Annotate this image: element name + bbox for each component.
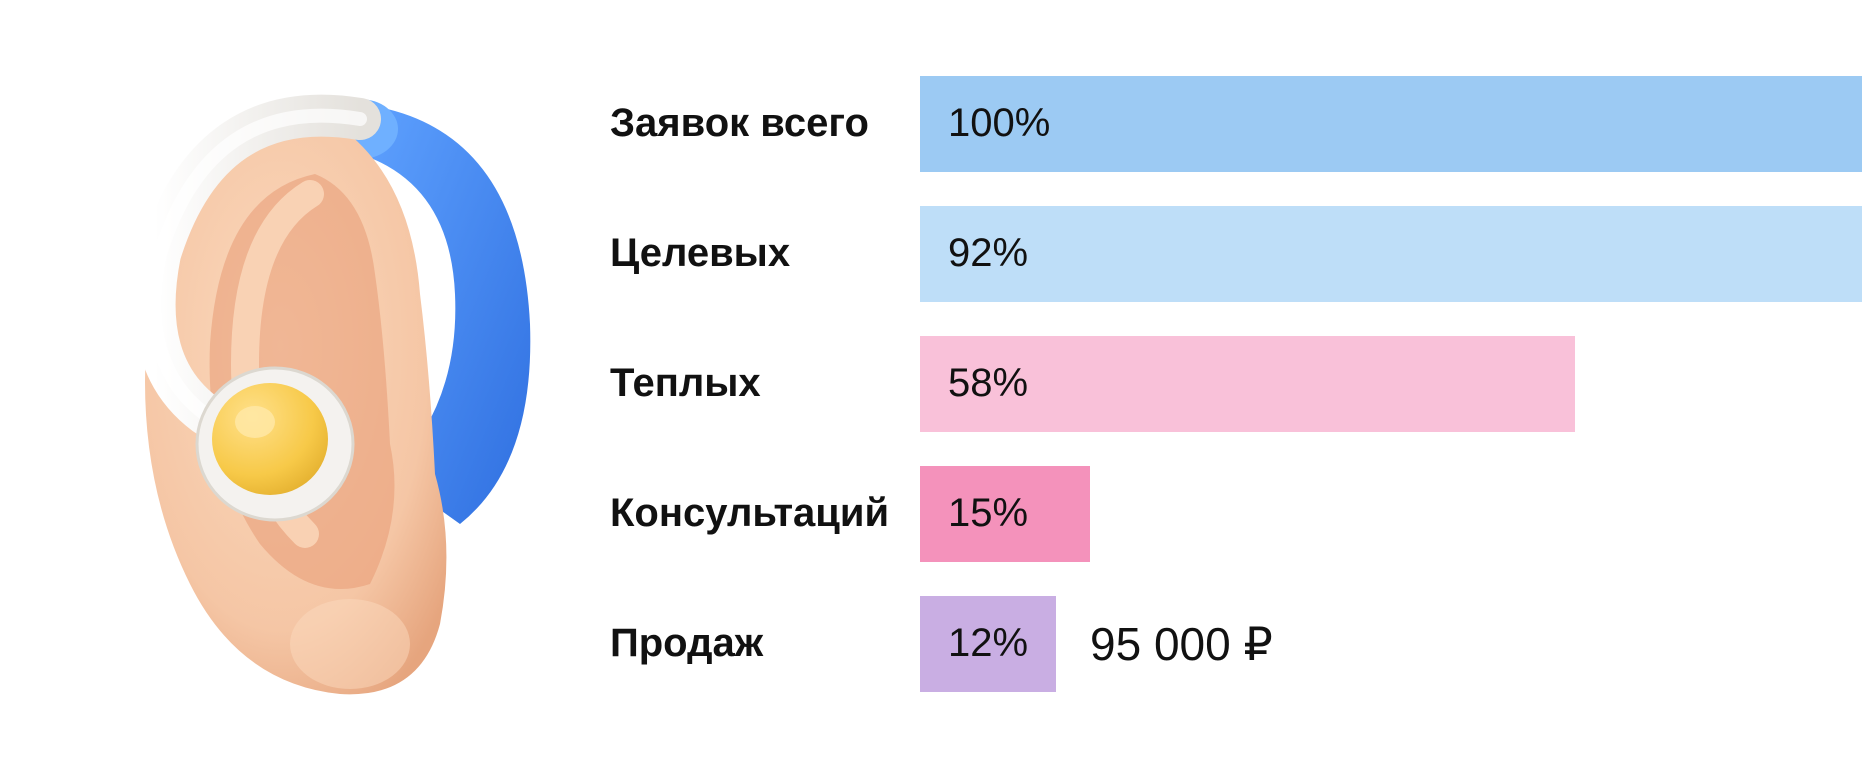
ear-hearing-aid-icon — [60, 44, 580, 724]
bar-value: 58% — [920, 361, 1028, 406]
bar-value: 12% — [920, 621, 1028, 666]
chart-row: Целевых 92% — [610, 206, 1822, 302]
bar-track: 12% 95 000 ₽ — [920, 596, 1822, 692]
row-label: Заявок всего — [610, 101, 920, 146]
bar-value: 100% — [920, 101, 1050, 146]
chart-row: Заявок всего 100% — [610, 76, 1822, 172]
row-label: Консультаций — [610, 491, 920, 536]
chart-row: Продаж 12% 95 000 ₽ — [610, 596, 1822, 692]
chart-row: Теплых 58% — [610, 336, 1822, 432]
chart-row: Консультаций 15% — [610, 466, 1822, 562]
bar-track: 15% — [920, 466, 1822, 562]
row-extra: 95 000 ₽ — [1090, 596, 1273, 692]
funnel-chart: Заявок всего 100% Целевых 92% Теплых 58%… — [580, 76, 1822, 692]
bar: 100% — [920, 76, 1862, 172]
bar-track: 58% — [920, 336, 1822, 432]
bar: 58% — [920, 336, 1575, 432]
bar-track: 100% — [920, 76, 1822, 172]
bar-value: 92% — [920, 231, 1028, 276]
row-label: Теплых — [610, 361, 920, 406]
bar-value: 15% — [920, 491, 1028, 536]
bar: 15% — [920, 466, 1090, 562]
row-label: Продаж — [610, 621, 920, 666]
row-label: Целевых — [610, 231, 920, 276]
bar: 92% — [920, 206, 1862, 302]
bar: 12% — [920, 596, 1056, 692]
bar-track: 92% — [920, 206, 1822, 302]
